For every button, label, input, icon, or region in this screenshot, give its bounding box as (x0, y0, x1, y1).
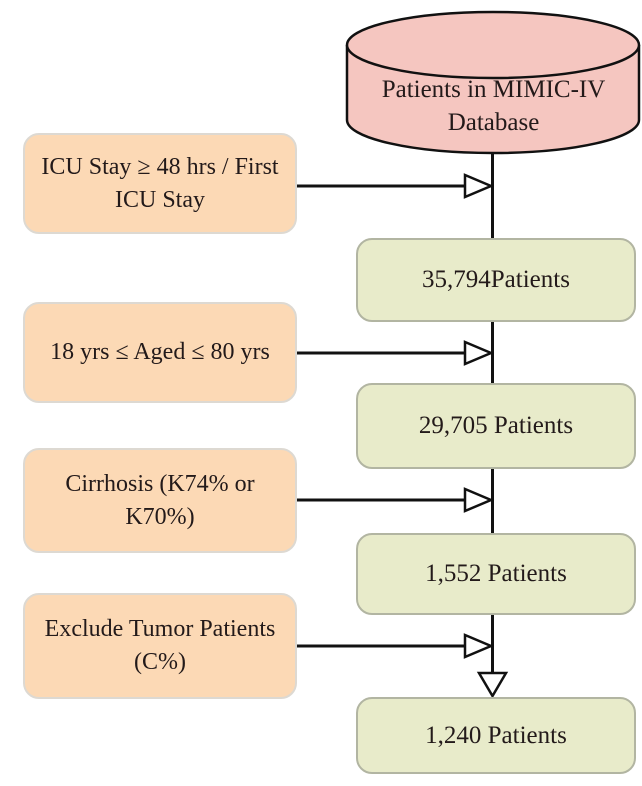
database-label-line: Patients in MIMIC-IV (381, 76, 606, 103)
cohort-box-35794: 35,794Patients (356, 238, 636, 322)
database-cylinder-top (345, 10, 641, 80)
criteria-box-cirrhosis: Cirrhosis (K74% or K70%) (23, 448, 297, 553)
cohort-count-label: 1,240 Patients (425, 721, 567, 749)
database-label-line: Database (447, 109, 540, 136)
criteria-label-line: 18 yrs ≤ Aged ≤ 80 yrs (50, 339, 270, 365)
arrowhead-right-icon (463, 633, 495, 659)
criteria-label-line: Cirrhosis (K74% or (65, 470, 255, 497)
criteria-label-line: K70%) (125, 503, 195, 530)
cohort-box-29705: 29,705 Patients (356, 383, 636, 469)
criteria-label-line: ICU Stay ≥ 48 hrs / First (41, 153, 279, 180)
arrowhead-right-icon (463, 340, 495, 366)
arrowhead-down-icon (476, 671, 509, 699)
arrowhead-right-icon (463, 173, 495, 199)
criteria-label-line: (C%) (134, 649, 186, 675)
criteria-label-line: Exclude Tumor Patients (44, 616, 276, 642)
cohort-box-1552: 1,552 Patients (356, 533, 636, 615)
criteria-box-exclude-tumor: Exclude Tumor Patients (C%) (23, 593, 297, 699)
criteria-box-age: 18 yrs ≤ Aged ≤ 80 yrs (23, 302, 297, 403)
arrowhead-right-icon (463, 487, 495, 513)
criteria-label-line: ICU Stay (115, 186, 205, 213)
cohort-count-label: 29,705 Patients (418, 412, 574, 439)
cohort-box-1240: 1,240 Patients (356, 697, 636, 774)
cohort-count-label: 1,552 Patients (425, 560, 567, 587)
cohort-count-label: 35,794Patients (422, 266, 570, 293)
criteria-box-icu-stay: ICU Stay ≥ 48 hrs / First ICU Stay (23, 133, 297, 234)
database-node-label: Patients in MIMIC-IV Database (347, 70, 640, 142)
